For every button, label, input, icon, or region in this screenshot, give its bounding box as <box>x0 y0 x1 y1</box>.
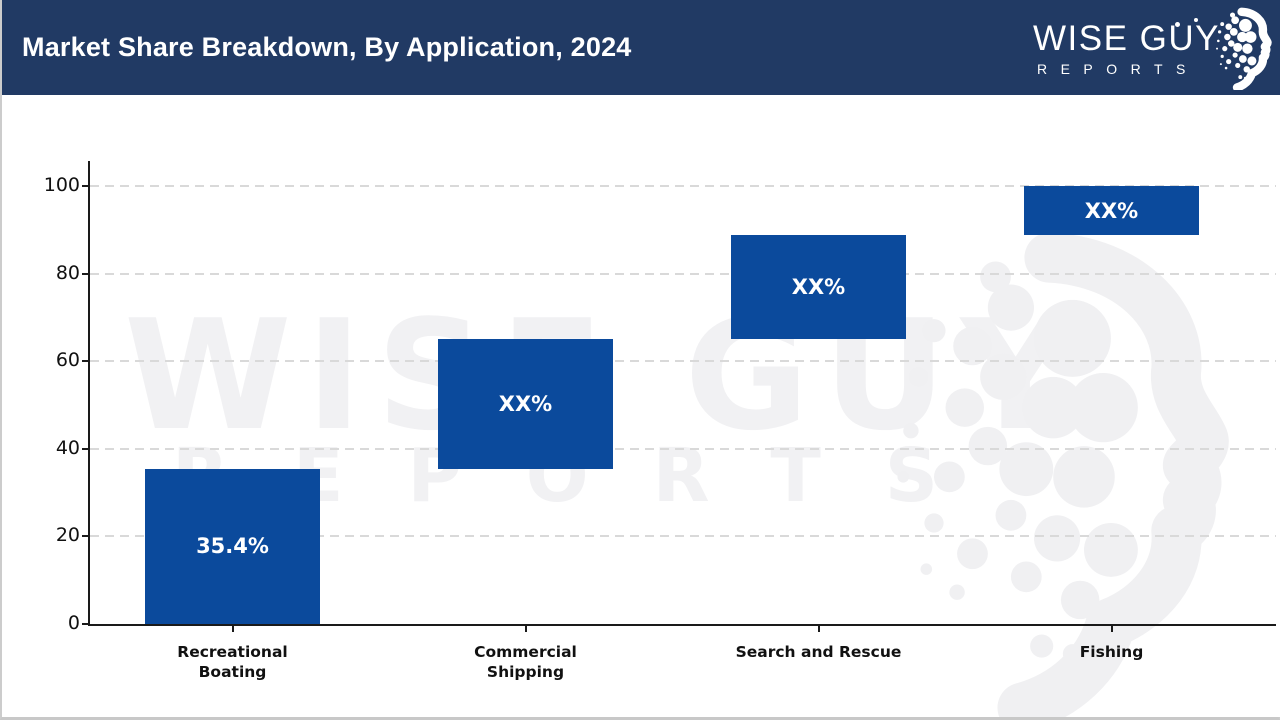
bar-value-label: 35.4% <box>196 534 269 559</box>
y-tick-label-60: 60 <box>55 349 80 372</box>
bar-value-label: XX% <box>1084 198 1139 223</box>
x-tick-4 <box>1110 624 1113 632</box>
logo-accent-dot <box>1175 22 1180 27</box>
bar-search-and-rescue: XX% <box>731 235 906 340</box>
x-category-label: Commercial Shipping <box>474 643 577 682</box>
header-banner: Market Share Breakdown, By Application, … <box>2 0 1280 95</box>
gridline-100 <box>90 185 1276 187</box>
x-axis-spine <box>88 624 1276 626</box>
bar-value-label: XX% <box>791 275 846 300</box>
wise-guy-reports-logo: WISE GUY REPORTS <box>1033 6 1272 90</box>
chart-area: WISE GUY REPORTS 0 20 40 60 80 100 35.4% Recrea… <box>2 95 1280 717</box>
y-tick-20 <box>82 535 90 538</box>
x-category-label: Search and Rescue <box>735 643 902 661</box>
y-tick-80 <box>82 272 90 275</box>
logo-wordmark: WISE GUY <box>1032 18 1220 58</box>
y-tick-label-40: 40 <box>55 436 80 459</box>
y-tick-100 <box>82 185 90 187</box>
logo-subtitle: REPORTS <box>1036 60 1199 77</box>
logo-text: WISE GUY REPORTS <box>1032 18 1220 77</box>
bar-recreational-boating: 35.4% <box>145 468 320 624</box>
logo-accent-dot <box>1194 18 1198 22</box>
y-tick-60 <box>82 360 90 363</box>
y-tick-40 <box>82 447 90 450</box>
y-tick-label-20: 20 <box>55 524 80 547</box>
y-axis-spine <box>88 161 90 626</box>
gridline-60 <box>90 360 1276 363</box>
bar-commercial-shipping: XX% <box>438 339 613 469</box>
x-category-label: Recreational Boating <box>177 643 288 682</box>
gridline-80 <box>90 272 1276 275</box>
x-category-label: Fishing <box>1079 643 1144 661</box>
page-title: Market Share Breakdown, By Application, … <box>22 32 632 62</box>
x-tick-1 <box>231 624 234 632</box>
y-tick-label-0: 0 <box>67 612 80 634</box>
y-tick-label-100: 100 <box>43 174 80 196</box>
bar-fishing: XX% <box>1024 186 1199 236</box>
x-tick-3 <box>817 624 820 632</box>
bar-value-label: XX% <box>498 392 553 417</box>
gridline-20 <box>90 535 1276 538</box>
x-tick-2 <box>524 624 527 632</box>
y-tick-label-80: 80 <box>55 261 80 284</box>
y-tick-0 <box>82 623 90 625</box>
gridline-40 <box>90 447 1276 450</box>
